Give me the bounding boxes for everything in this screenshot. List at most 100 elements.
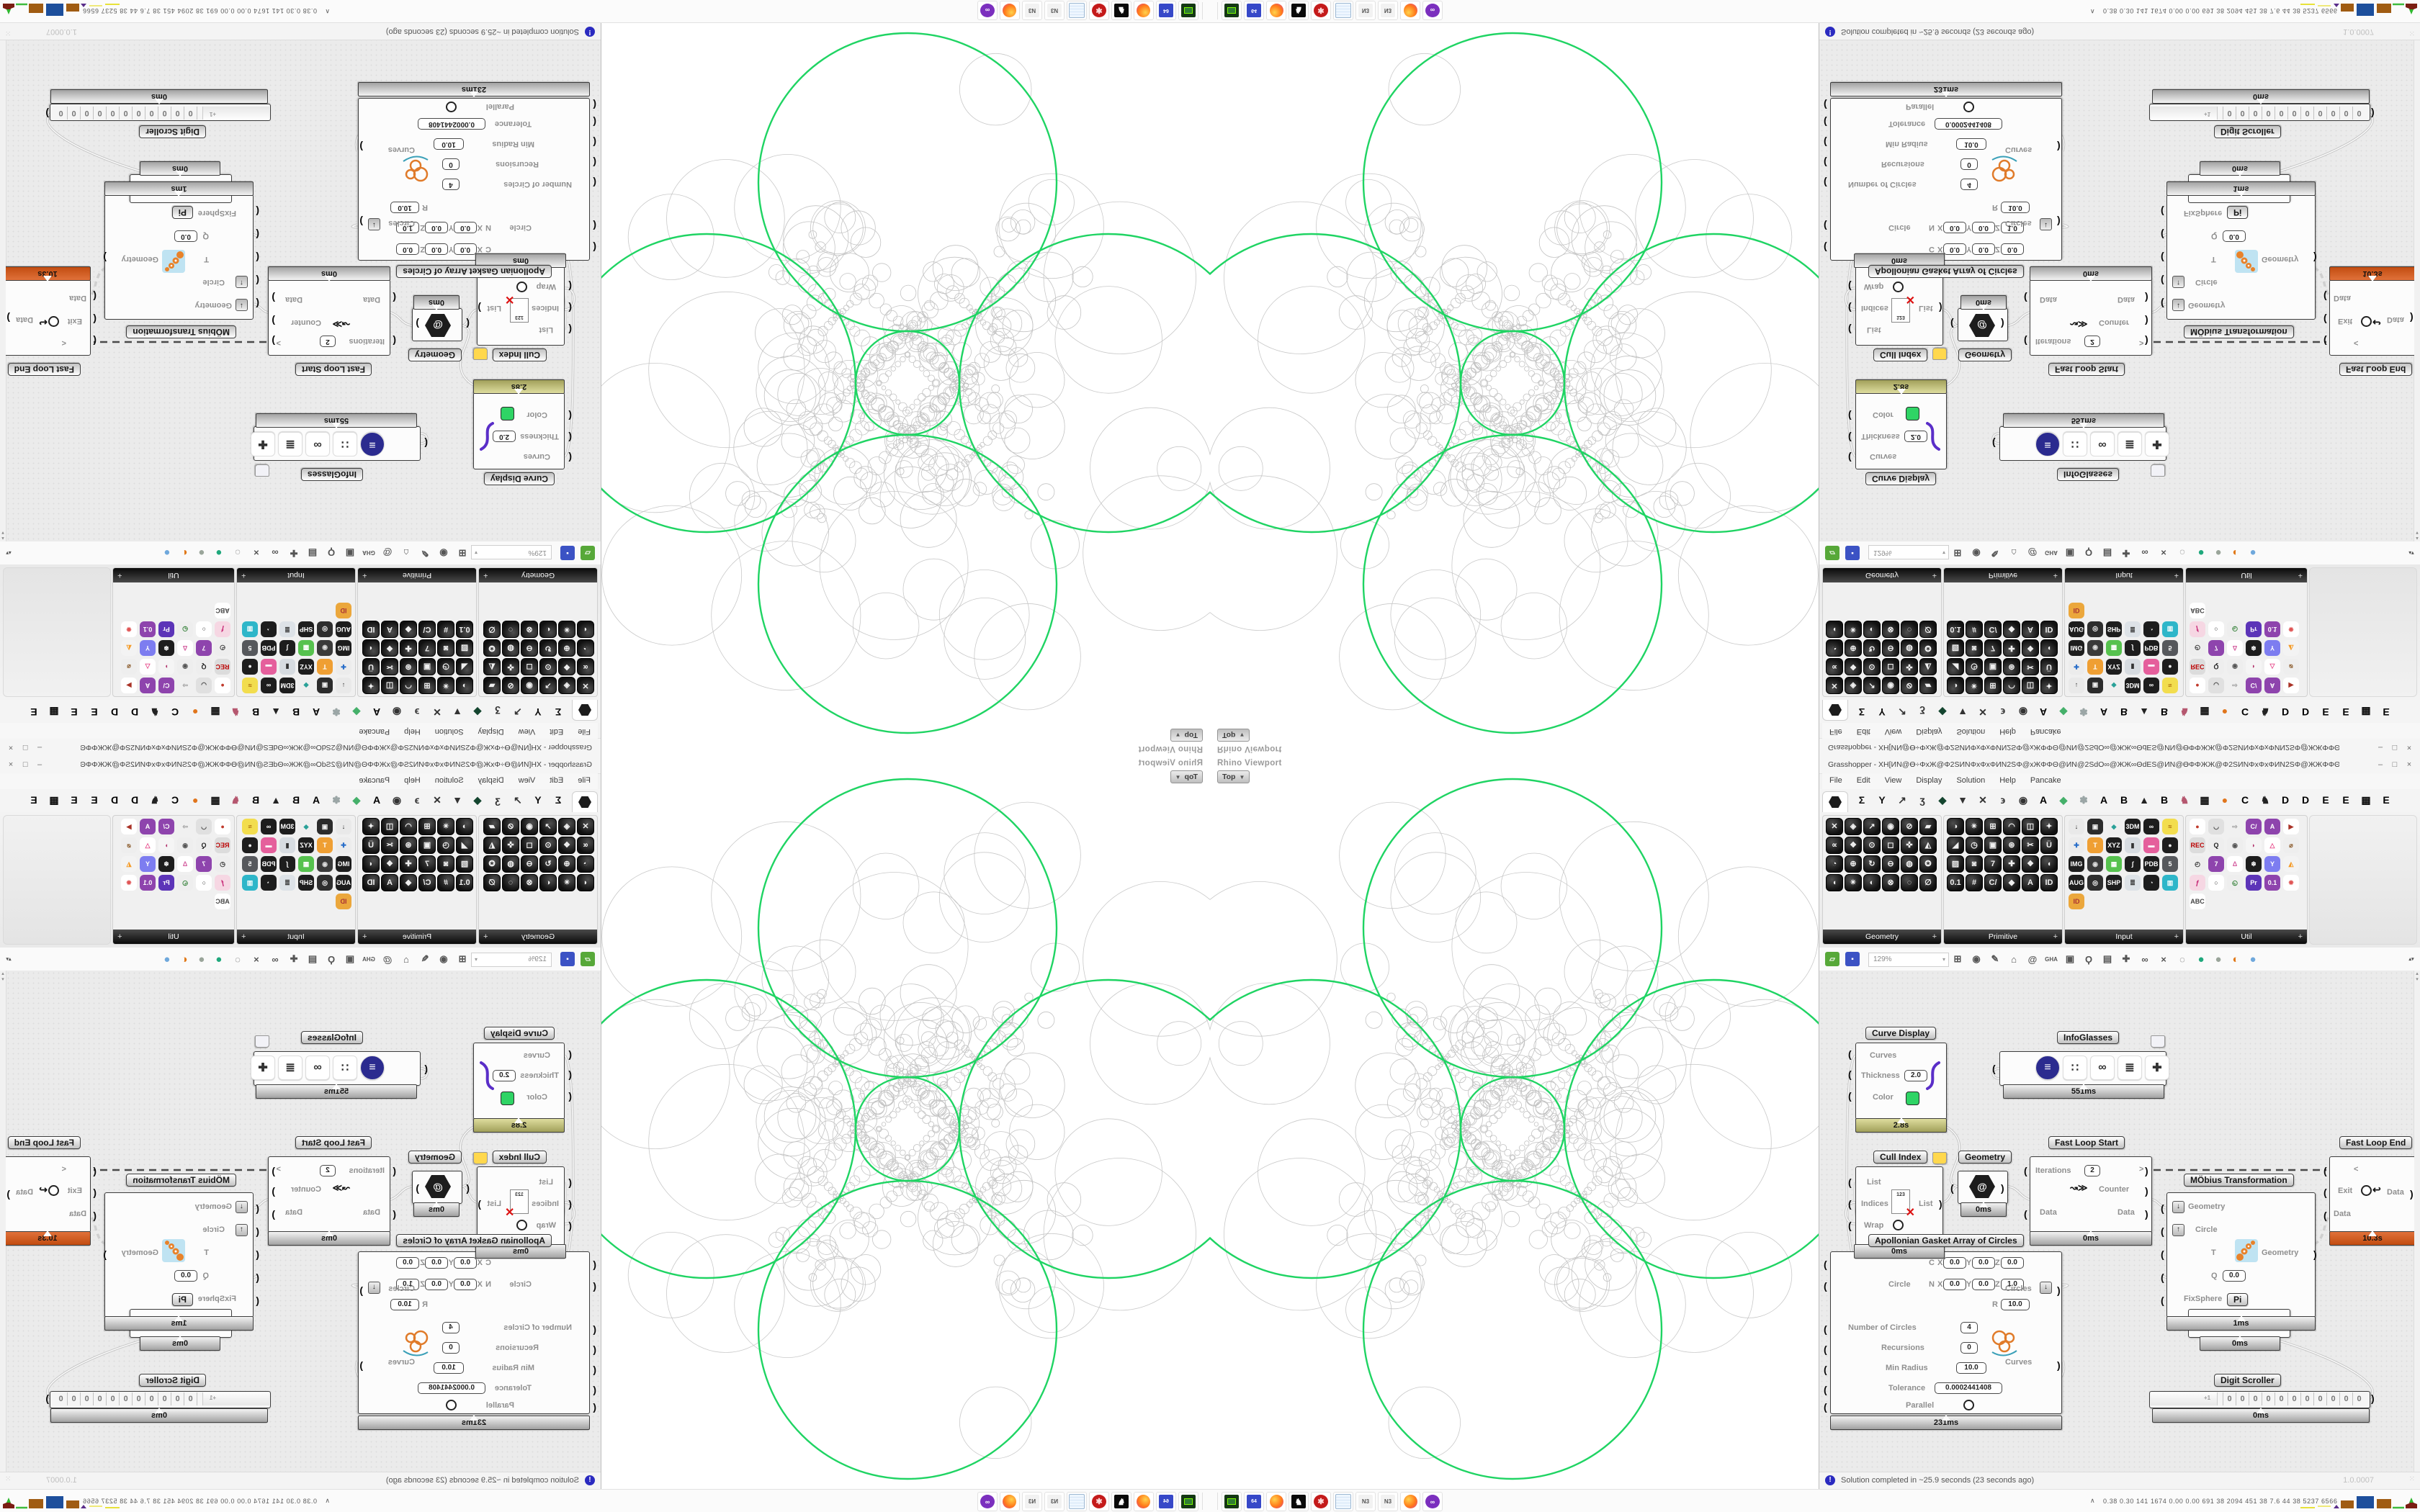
wire-hook[interactable]: ) [416,318,419,330]
component-icon[interactable]: ◵ [177,621,193,637]
wire-hook[interactable]: ) [272,1208,275,1220]
tab-category-17[interactable]: ▦ [210,706,220,718]
canvas-zoom-select[interactable]: 129% ▾ [1868,953,1949,967]
param-value[interactable]: 0.0002441408 [418,118,485,130]
infoglasses-icon-2[interactable]: ∞ [305,432,330,456]
wire-hook[interactable]: ( [424,1063,428,1074]
component-icon[interactable]: XYZ [298,837,314,853]
component-icon[interactable]: ❖ [2022,639,2039,657]
component-icon[interactable]: ⊕ [558,639,575,657]
up-arrow-button[interactable]: ↑ [2172,1224,2184,1236]
tab-category-19[interactable]: C [171,706,179,718]
component-icon[interactable]: ⊞ [418,818,436,835]
wire-hook[interactable]: ) [272,292,275,304]
menu-item-help[interactable]: Help [1999,727,2016,736]
tab-category-16[interactable]: ♞ [2179,706,2190,718]
component-icon[interactable]: ● [215,678,230,693]
wire-hook[interactable]: ( [1824,99,1827,111]
digit-cell-1[interactable]: 0 [2236,1392,2249,1405]
taskbar-app-launcher[interactable] [1178,1492,1198,1511]
tab-category-4[interactable]: ◆ [1938,706,1947,718]
param-value[interactable]: 0.0 [2001,1257,2024,1269]
tab-category-0[interactable]: Σ [555,706,562,718]
parallel-toggle[interactable] [446,102,457,112]
toolbar-scroll-arrows[interactable]: ▴▾ [6,957,12,962]
wrap-toggle[interactable] [1893,1220,1904,1230]
component-icon[interactable]: ✚ [2003,855,2020,873]
component-icon[interactable]: ID [2069,894,2084,909]
digit-cell-7[interactable]: 0 [94,1392,107,1405]
tab-category-14[interactable]: ▲ [2139,706,2149,718]
wrap-toggle[interactable] [1893,282,1904,292]
component-icon[interactable]: ▶ [2283,819,2299,834]
component-icon[interactable]: 5 [2162,640,2178,656]
infoglasses-icon-4[interactable]: ✚ [251,1056,275,1080]
node-label[interactable]: InfoGlasses [2057,468,2120,481]
tab-category-4[interactable]: ◆ [473,706,482,718]
wire-hook[interactable]: ) [2371,108,2375,120]
component-icon[interactable]: ƒ [215,875,230,891]
sticky-tag-icon[interactable] [2151,1035,2165,1048]
component-icon[interactable]: ▰ [1919,818,1937,835]
save-file-icon[interactable]: ▪ [560,952,575,966]
toolbar-icon-0[interactable]: ⊞ [1953,548,1962,559]
component-icon[interactable]: ↗ [1863,818,1881,835]
tab-category-14[interactable]: ▲ [2139,794,2149,806]
tab-category-3[interactable]: ʒ [495,706,501,718]
component-icon[interactable]: T [2087,659,2103,675]
tab-category-23[interactable]: E [2322,706,2329,718]
component-icon[interactable]: SHP [298,621,314,637]
component-icon[interactable]: ▦ [2106,856,2122,872]
component-icon[interactable]: IMG [2069,640,2084,656]
toolbar-icon-5[interactable]: GHA [362,955,375,963]
wire-hook[interactable]: ( [2323,314,2327,325]
tab-category-3[interactable]: ʒ [1919,706,1925,718]
component-icon[interactable]: ✦ [362,818,380,835]
component-icon[interactable]: A [381,621,398,638]
component-icon[interactable]: C/ [1984,621,2002,638]
component-icon[interactable]: ✚ [2003,639,2020,657]
wire-hook[interactable]: ( [1824,1364,1827,1375]
component-icon[interactable]: ✴ [1966,677,1983,694]
tab-category-22[interactable]: D [2301,794,2310,806]
component-icon[interactable]: ◷ [437,658,454,675]
sticky-tag-icon[interactable] [255,1035,269,1048]
component-icon[interactable]: ◷ [1966,658,1983,675]
palette-expand-button[interactable]: + [2174,932,2179,941]
tab-category-22[interactable]: D [2301,706,2310,718]
wire-hook[interactable]: ( [1824,177,1827,189]
definition-canvas[interactable]: Curve Display Curves Thickness Color 2.0(((2… [6,971,601,1472]
wire-hook[interactable]: ( [466,1182,470,1194]
palette-expand-button[interactable]: + [117,932,122,941]
component-icon[interactable]: 3DM [2125,678,2141,693]
taskbar-app-gear[interactable]: ✱ [1311,1492,1331,1511]
menu-item-pancake[interactable]: Pancake [359,776,390,785]
component-icon[interactable]: Q [2208,659,2224,675]
tab-category-26[interactable]: E [2383,706,2390,718]
component-icon[interactable]: IMG [336,856,351,872]
palette-group-label[interactable]: Input [237,930,355,944]
canvas-zoom-select[interactable]: 129% ▾ [471,953,552,967]
param-value[interactable]: 0.0 [454,222,477,233]
wire-hook[interactable]: ) [359,1284,363,1296]
node-label[interactable]: InfoGlasses [2057,1031,2120,1044]
component-icon[interactable]: ∝ [1826,658,1843,675]
wire-hook[interactable]: ( [568,1198,572,1210]
param-value[interactable]: 0.0 [1972,1279,1995,1290]
tab-category-1[interactable]: Y [534,794,542,806]
node-label[interactable]: Digit Scroller [2214,125,2281,138]
tab-category-18[interactable]: ● [192,706,199,718]
palette-group-label[interactable]: Primitive [1944,568,2062,582]
component-icon[interactable]: A [2022,621,2039,638]
palette-group-label[interactable]: Util [113,930,234,944]
component-icon[interactable]: ⊗ [1882,874,1899,891]
wire-hook[interactable]: ( [1848,1176,1852,1188]
exit-toggle[interactable] [2361,1185,2372,1196]
tab-category-20[interactable]: ♞ [150,794,160,806]
node-label[interactable]: Fast Loop Start [2048,1136,2125,1149]
param-value[interactable]: 4 [1960,1322,1978,1333]
node-label[interactable]: Fast Loop Start [2048,363,2125,376]
toolbar-icon-10[interactable]: ∞ [2141,547,2148,559]
toolbar-icon-6[interactable]: ▣ [345,548,355,559]
infoglasses-icon-0[interactable]: ≡ [2035,432,2060,456]
